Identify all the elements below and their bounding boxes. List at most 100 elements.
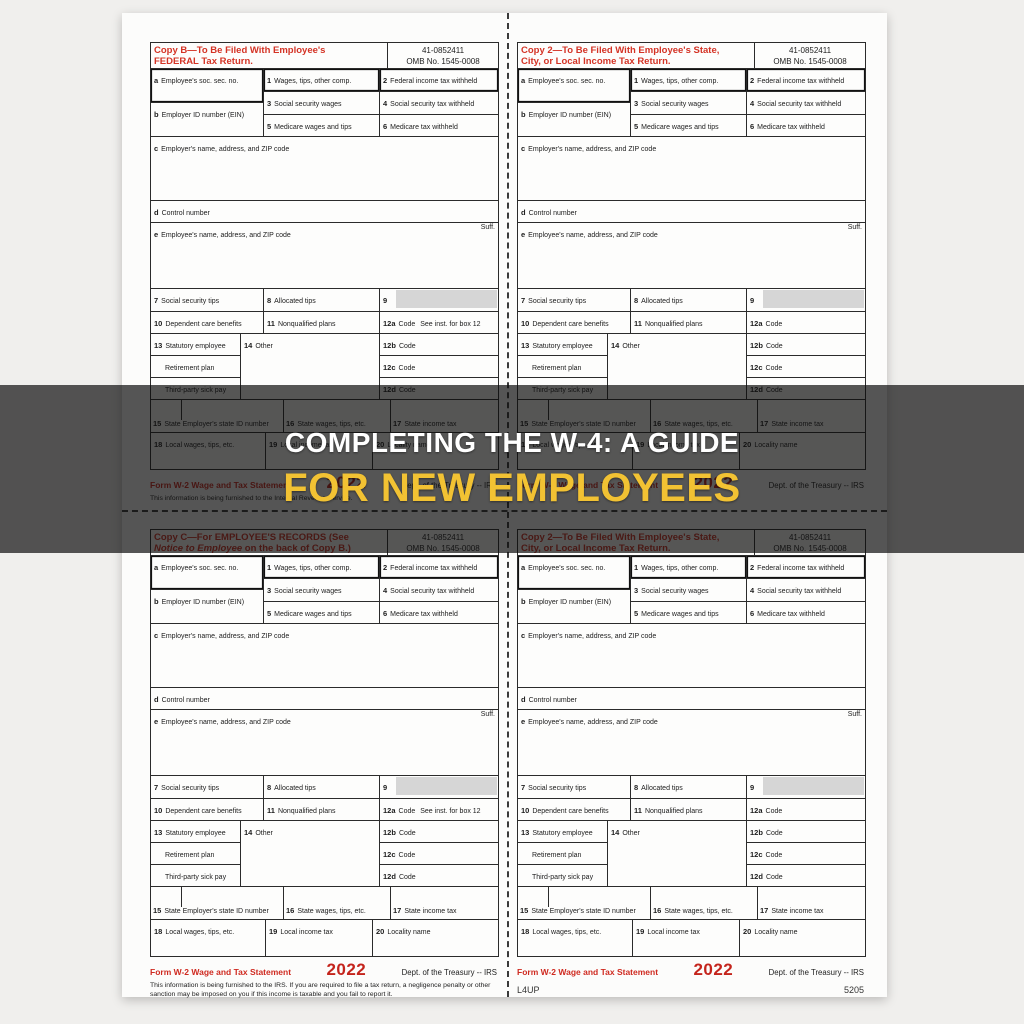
box-2-federal-tax-withheld: 2 Federal income tax withheld	[747, 556, 865, 579]
box-10-dependent-care: 10 Dependent care benefits	[518, 312, 631, 334]
box-9-gray-fill	[396, 777, 497, 795]
box-7-ss-tips: 7 Social security tips	[151, 289, 264, 312]
box-6-medicare-tax: 6 Medicare tax withheld	[747, 602, 865, 624]
box-5-medicare-wages: 5 Medicare wages and tips	[264, 115, 380, 137]
omb-number: OMB No. 1545-0008	[406, 57, 480, 67]
w2-form-table: Copy C—For EMPLOYEE'S RECORDS (See Notic…	[150, 529, 499, 957]
box-4-ss-tax-withheld: 4 Social security tax withheld	[380, 579, 498, 602]
box-12a-code: 12a Code	[747, 312, 865, 334]
form-fine-print: This information is being furnished to t…	[150, 982, 491, 998]
box-13-retirement-plan: Retirement plan	[151, 843, 241, 865]
box-13-retirement-plan: Retirement plan	[518, 356, 608, 378]
print-code-left: L4UP	[517, 985, 540, 995]
box-9-gray-fill	[763, 290, 864, 308]
box-c-employer-name-address: c Employer's name, address, and ZIP code	[518, 137, 865, 201]
box-10-dependent-care: 10 Dependent care benefits	[518, 799, 631, 821]
suffix-label: Suff.	[480, 711, 495, 718]
box-9-shaded: 9	[380, 776, 498, 799]
box-13-statutory-employee: 13 Statutory employee	[518, 334, 608, 356]
box-e-employee-name-address: e Employee's name, address, and ZIP code S…	[518, 710, 865, 776]
form-id-number: 41-0852411	[421, 46, 465, 55]
box-10-dependent-care: 10 Dependent care benefits	[151, 312, 264, 334]
form-year: 2022	[693, 960, 734, 979]
suffix-label: Suff.	[847, 711, 862, 718]
copy-title-line1: Copy B—To Be Filed With Employee's	[154, 45, 326, 56]
form-id-omb-box: 41-0852411 OMB No. 1545-0008	[755, 43, 865, 69]
w2-form-copy: Copy 2—To Be Filed With Employee's State…	[517, 529, 866, 995]
state-column-divider	[181, 887, 182, 907]
box-14-other: 14 Other	[608, 821, 747, 887]
box-12a-code: 12a Code See inst. for box 12	[380, 799, 498, 821]
box-12c-code: 12c Code	[380, 356, 498, 378]
box-c-employer-name-address: c Employer's name, address, and ZIP code	[151, 137, 498, 201]
box-12c-code: 12c Code	[747, 356, 865, 378]
print-code-row: L4UP 5205	[517, 985, 864, 995]
box-12a-code: 12a Code	[747, 799, 865, 821]
w2-form-table: Copy 2—To Be Filed With Employee's State…	[517, 529, 866, 957]
box-13-retirement-plan: Retirement plan	[518, 843, 608, 865]
form-id-number: 41-0852411	[788, 46, 832, 55]
box-5-medicare-wages: 5 Medicare wages and tips	[264, 602, 380, 624]
box-10-dependent-care: 10 Dependent care benefits	[151, 799, 264, 821]
treasury-dept-label: Dept. of the Treasury -- IRS	[401, 968, 497, 977]
box-11-nonqualified-plans: 11 Nonqualified plans	[631, 312, 747, 334]
box-13-third-party-sick-pay: Third-party sick pay	[151, 865, 241, 887]
article-title-line1: COMPLETING THE W-4: A GUIDE	[284, 427, 740, 458]
box-13-statutory-employee: 13 Statutory employee	[151, 821, 241, 843]
box-13-statutory-employee: 13 Statutory employee	[151, 334, 241, 356]
box-a-employee-ssn: a Employee's soc. sec. no.	[518, 556, 631, 590]
omb-number: OMB No. 1545-0008	[773, 57, 847, 67]
box-12a-note: See inst. for box 12	[420, 808, 481, 815]
box-5-medicare-wages: 5 Medicare wages and tips	[631, 602, 747, 624]
copy-designation-title: Copy 2—To Be Filed With Employee's State…	[518, 43, 755, 69]
box-b-employer-ein: b Employer ID number (EIN)	[151, 590, 264, 624]
box-11-nonqualified-plans: 11 Nonqualified plans	[264, 312, 380, 334]
form-id-omb-box: 41-0852411 OMB No. 1545-0008	[388, 43, 498, 69]
box-1-wages: 1 Wages, tips, other comp.	[631, 69, 747, 92]
w2-form-sheet: Copy B—To Be Filed With Employee's FEDER…	[122, 13, 887, 998]
box-d-control-number: d Control number	[518, 688, 865, 710]
box-6-medicare-tax: 6 Medicare tax withheld	[380, 115, 498, 137]
box-d-control-number: d Control number	[518, 201, 865, 223]
box-2-federal-tax-withheld: 2 Federal income tax withheld	[380, 69, 498, 92]
box-6-medicare-tax: 6 Medicare tax withheld	[747, 115, 865, 137]
w2-form-copy: Copy C—For EMPLOYEE'S RECORDS (See Notic…	[150, 529, 499, 1005]
box-a-employee-ssn: a Employee's soc. sec. no.	[151, 69, 264, 103]
box-7-ss-tips: 7 Social security tips	[518, 776, 631, 799]
copy-title-line2: City, or Local Income Tax Return.	[521, 56, 671, 68]
box-3-ss-wages: 3 Social security wages	[631, 92, 747, 115]
box-8-allocated-tips: 8 Allocated tips	[264, 289, 380, 312]
box-11-nonqualified-plans: 11 Nonqualified plans	[631, 799, 747, 821]
box-5-medicare-wages: 5 Medicare wages and tips	[631, 115, 747, 137]
box-12c-code: 12c Code	[747, 843, 865, 865]
title-banner-overlay: COMPLETING THE W-4: A GUIDE FOR NEW EMPL…	[0, 385, 1024, 553]
box-13-third-party-sick-pay: Third-party sick pay	[518, 865, 608, 887]
box-12b-code: 12b Code	[747, 334, 865, 356]
box-7-ss-tips: 7 Social security tips	[151, 776, 264, 799]
box-b-employer-ein: b Employer ID number (EIN)	[151, 103, 264, 137]
box-9-gray-fill	[396, 290, 497, 308]
box-9-shaded: 9	[747, 289, 865, 312]
box-12a-code: 12a Code See inst. for box 12	[380, 312, 498, 334]
box-d-control-number: d Control number	[151, 201, 498, 223]
copy-title-line1: Copy 2—To Be Filed With Employee's State…	[521, 45, 720, 56]
box-12b-code: 12b Code	[380, 334, 498, 356]
box-13-statutory-employee: 13 Statutory employee	[518, 821, 608, 843]
box-a-employee-ssn: a Employee's soc. sec. no.	[151, 556, 264, 590]
box-b-employer-ein: b Employer ID number (EIN)	[518, 590, 631, 624]
box-4-ss-tax-withheld: 4 Social security tax withheld	[747, 92, 865, 115]
box-1-wages: 1 Wages, tips, other comp.	[264, 556, 380, 579]
form-footer: Form W-2 Wage and Tax Statement 2022 Dep…	[150, 960, 497, 980]
box-c-employer-name-address: c Employer's name, address, and ZIP code	[518, 624, 865, 688]
box-9-shaded: 9	[380, 289, 498, 312]
box-b-employer-ein: b Employer ID number (EIN)	[518, 103, 631, 137]
